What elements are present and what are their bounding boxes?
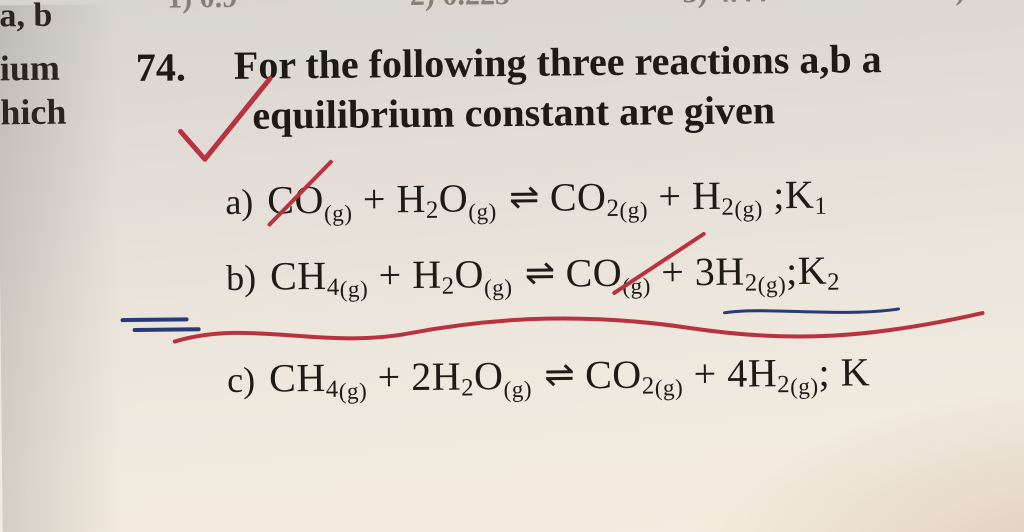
option-a-label: a) bbox=[225, 181, 253, 223]
c-2: 2 bbox=[411, 354, 432, 399]
c-plus2: + bbox=[693, 351, 717, 396]
b-CO: CO bbox=[565, 250, 622, 296]
equation-c: CH4(g) + 2H2O(g) ⇌ CO2(g) + 4H2(g); K bbox=[269, 348, 870, 406]
question-number: 74. bbox=[136, 43, 186, 91]
c-K: K bbox=[840, 349, 870, 394]
b-K: K bbox=[797, 248, 827, 293]
c-plus1: + bbox=[377, 354, 401, 399]
separator-row bbox=[226, 304, 869, 351]
c-H2O-g: (g) bbox=[503, 377, 532, 403]
c-CO2-g: (g) bbox=[655, 375, 684, 401]
margin-word-ium: ium bbox=[0, 47, 60, 90]
c-H2-2: 2 bbox=[777, 371, 790, 398]
equation-b: CH4(g) + H2O(g) ⇌ CO(g) + 3H2(g);K2 bbox=[270, 247, 840, 305]
pen-blue-mark bbox=[116, 307, 206, 347]
c-H2O-O: O bbox=[474, 353, 504, 398]
prev-opt-3: 3) 4.44 bbox=[682, 0, 767, 10]
b-H2O-g: (g) bbox=[484, 275, 513, 301]
option-b-label: b) bbox=[226, 257, 256, 299]
equation-a: CO(g) + H2O(g) ⇌ CO2(g) + H2(g) ;K1 bbox=[267, 171, 827, 229]
b-H2O-O: O bbox=[454, 251, 484, 296]
c-H2O-H: H bbox=[431, 354, 461, 399]
prev-options-row: 1) 0.9 2) 0.225 3) 4.44 4) 1/9 bbox=[167, 0, 1011, 16]
b-H2O-H: H bbox=[412, 252, 442, 297]
a-H2O-H: H bbox=[396, 176, 426, 221]
b-H2-2: 2 bbox=[745, 269, 758, 296]
c-H2O-2: 2 bbox=[461, 374, 474, 401]
c-semi: ; bbox=[818, 350, 830, 395]
b-H2-g: (g) bbox=[758, 272, 787, 298]
c-CO2: CO bbox=[585, 352, 642, 398]
b-CH4-g: (g) bbox=[340, 277, 369, 303]
a-CO2-g: (g) bbox=[619, 198, 648, 224]
prev-opt-4: 4) 1/9 bbox=[940, 0, 1011, 7]
question-line-2: equilibrium constant are given bbox=[234, 83, 1014, 142]
margin-word-ab: a, b bbox=[0, 0, 52, 35]
b-H2O-2: 2 bbox=[442, 273, 455, 300]
c-4: 4 bbox=[727, 351, 748, 396]
a-K1: 1 bbox=[814, 193, 827, 220]
c-CO2-2: 2 bbox=[642, 373, 655, 400]
a-H2O-2: 2 bbox=[426, 197, 439, 224]
a-H2O-g: (g) bbox=[468, 199, 497, 225]
c-eq: ⇌ bbox=[542, 353, 575, 395]
a-H2-2: 2 bbox=[721, 194, 734, 221]
a-CO: CO bbox=[267, 177, 324, 223]
b-eq: ⇌ bbox=[523, 252, 556, 294]
c-CH4-g: (g) bbox=[339, 379, 368, 405]
b-plus1: + bbox=[378, 252, 402, 297]
a-plus2: + bbox=[658, 173, 682, 218]
prev-opt-1: 1) 0.9 bbox=[167, 0, 237, 16]
b-K2: 2 bbox=[827, 269, 840, 296]
a-plus1: + bbox=[363, 176, 387, 221]
a-H2-g: (g) bbox=[734, 196, 763, 222]
b-H2-H: H bbox=[715, 249, 745, 294]
c-H2-g: (g) bbox=[790, 374, 819, 400]
a-K: K bbox=[785, 172, 815, 217]
option-b: b) CH4(g) + H2O(g) ⇌ CO(g) + 3H2(g);K2 bbox=[226, 246, 869, 305]
b-semi: ; bbox=[786, 248, 798, 293]
a-H2-H: H bbox=[692, 173, 722, 218]
c-H2-H: H bbox=[747, 350, 777, 395]
a-CO2: CO bbox=[550, 174, 607, 220]
c-CH4: CH bbox=[269, 355, 326, 401]
options: a) CO(g) + H2O(g) ⇌ CO2(g) + H2(g) ;K1 b… bbox=[225, 158, 870, 407]
a-semi: ; bbox=[773, 172, 785, 217]
b-3: 3 bbox=[695, 249, 716, 294]
a-H2O-O: O bbox=[439, 175, 469, 220]
c-CH4-4: 4 bbox=[326, 376, 339, 403]
margin-word-hich: hich bbox=[0, 91, 66, 134]
option-a: a) CO(g) + H2O(g) ⇌ CO2(g) + H2(g) ;K1 bbox=[225, 170, 868, 229]
prev-opt-2: 2) 0.225 bbox=[410, 0, 510, 13]
b-CH4: CH bbox=[270, 253, 327, 299]
page: 1) 0.9 2) 0.225 3) 4.44 4) 1/9 a, b ium … bbox=[0, 0, 1024, 532]
a-CO-g: (g) bbox=[324, 201, 353, 227]
b-CO-g: (g) bbox=[622, 274, 651, 300]
option-c-label: c) bbox=[227, 359, 255, 401]
a-CO2-2: 2 bbox=[606, 195, 619, 222]
a-eq: ⇌ bbox=[507, 176, 540, 218]
question-text: For the following three reactions a,b a … bbox=[234, 33, 1015, 142]
b-plus2: + bbox=[661, 249, 685, 294]
question-line-1: For the following three reactions a,b a bbox=[234, 33, 1014, 92]
b-CH4-4: 4 bbox=[327, 274, 340, 301]
option-c: c) CH4(g) + 2H2O(g) ⇌ CO2(g) + 4H2(g); K bbox=[227, 348, 870, 407]
